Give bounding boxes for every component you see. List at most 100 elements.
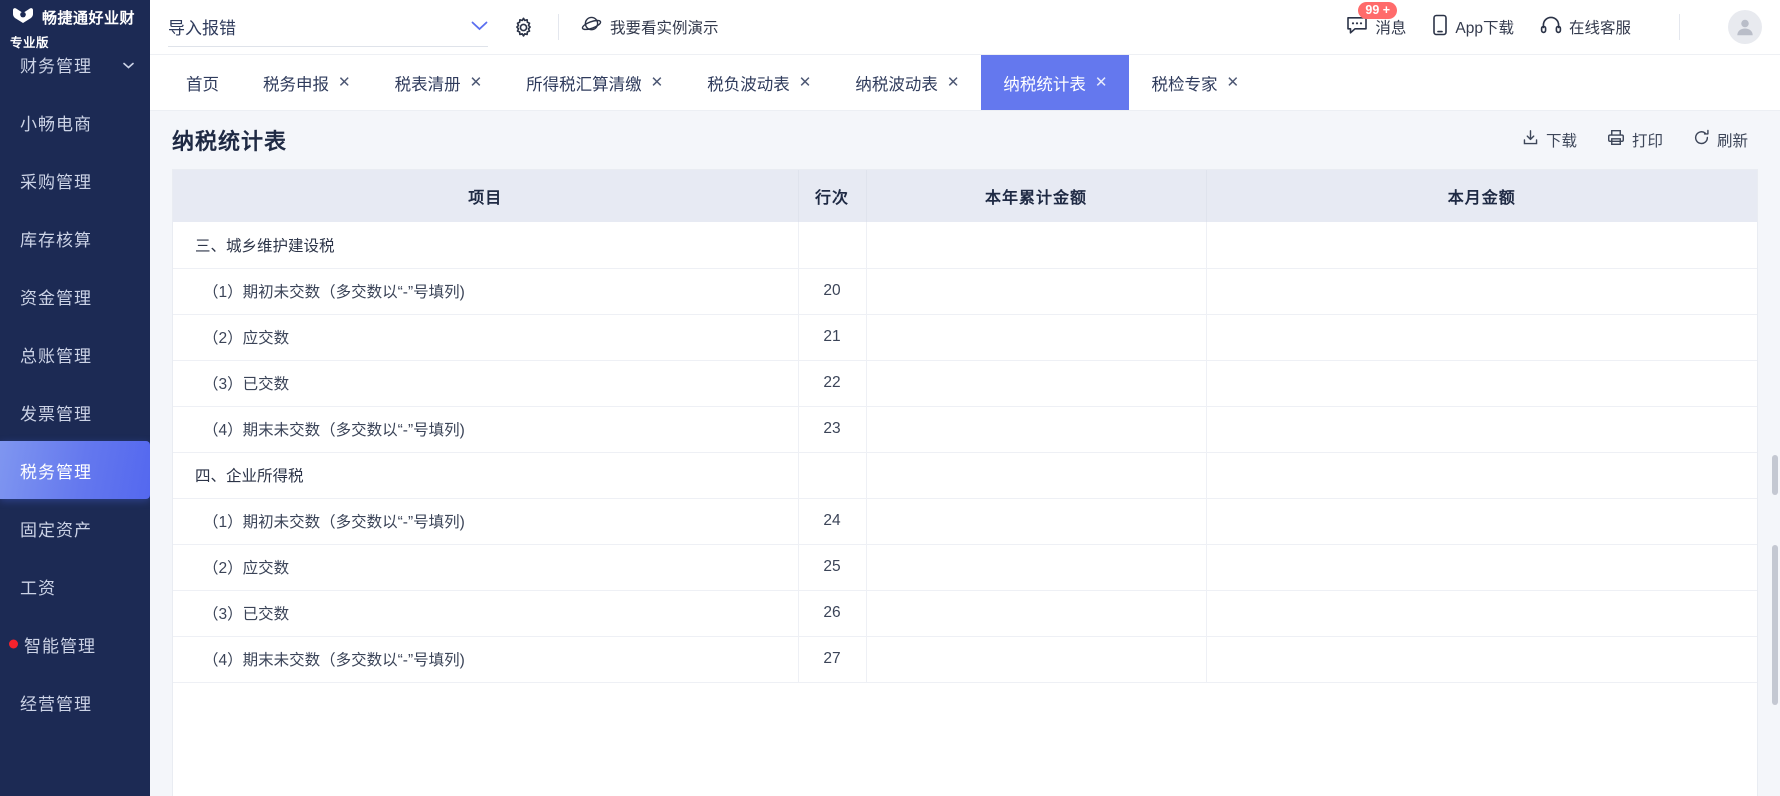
cell-mtd bbox=[1206, 636, 1757, 683]
content-area: 纳税统计表 下载 bbox=[150, 111, 1780, 796]
cell-line bbox=[798, 222, 867, 269]
sidebar-item-label: 资金管理 bbox=[20, 288, 92, 308]
tab-label: 税务申报 bbox=[263, 75, 329, 94]
tab-shuiwushenbao[interactable]: 税务申报 ✕ bbox=[241, 55, 373, 110]
gear-icon[interactable] bbox=[510, 14, 536, 40]
inner-scrollbar-thumb[interactable] bbox=[1772, 455, 1778, 495]
column-header-item: 项目 bbox=[173, 170, 799, 222]
planet-icon bbox=[581, 14, 602, 40]
table-row[interactable]: （2）应交数 21 bbox=[173, 314, 1757, 361]
topbar-right: 消息 99 + App下载 bbox=[1346, 1, 1762, 44]
cell-mtd bbox=[1206, 498, 1757, 545]
tab-nashuitongjibiao[interactable]: 纳税统计表 ✕ bbox=[981, 55, 1130, 110]
cell-item: 三、城乡维护建设税 bbox=[173, 222, 799, 269]
table-row[interactable]: （1）期初未交数（多交数以“-”号填列) 20 bbox=[173, 268, 1757, 315]
sidebar: 畅捷通好业财 专业版 财务管理 小畅电商 采购管理 库存核算 资金管理 bbox=[0, 0, 150, 796]
table-row[interactable]: （1）期初未交数（多交数以“-”号填列) 24 bbox=[173, 498, 1757, 545]
cell-ytd bbox=[866, 222, 1207, 269]
sidebar-item-shuiwuguanli[interactable]: 税务管理 bbox=[0, 441, 150, 499]
refresh-button[interactable]: 刷新 bbox=[1693, 129, 1748, 151]
cell-line: 21 bbox=[798, 314, 867, 361]
sidebar-item-label: 库存核算 bbox=[20, 230, 92, 250]
tab-label: 税负波动表 bbox=[707, 75, 790, 94]
sidebar-item-caigouguanli[interactable]: 采购管理 bbox=[0, 151, 150, 209]
table-row[interactable]: （3）已交数 26 bbox=[173, 590, 1757, 637]
sidebar-item-zijinguanli[interactable]: 资金管理 bbox=[0, 267, 150, 325]
cell-line: 24 bbox=[798, 498, 867, 545]
sidebar-item-label: 财务管理 bbox=[20, 56, 92, 76]
close-icon[interactable]: ✕ bbox=[946, 74, 960, 91]
cell-line: 27 bbox=[798, 636, 867, 683]
main-column: 导入报错 我要看实例演示 bbox=[150, 0, 1780, 796]
sidebar-item-xiaochangdianshang[interactable]: 小畅电商 bbox=[0, 93, 150, 151]
brand-row: 畅捷通好业财 bbox=[10, 5, 150, 31]
cell-item: （4）期末未交数（多交数以“-”号填列) bbox=[173, 406, 799, 453]
account-selector-value: 导入报错 bbox=[168, 19, 236, 38]
avatar[interactable] bbox=[1728, 10, 1762, 44]
download-button[interactable]: 下载 bbox=[1522, 129, 1577, 151]
sidebar-item-kucunhesuan[interactable]: 库存核算 bbox=[0, 209, 150, 267]
table-row[interactable]: 三、城乡维护建设税 bbox=[173, 222, 1757, 269]
cell-item: （2）应交数 bbox=[173, 544, 799, 591]
cell-mtd bbox=[1206, 314, 1757, 361]
message-bubble-icon bbox=[1346, 15, 1368, 40]
chevron-down-icon bbox=[123, 54, 134, 74]
tab-shuifubodongbiao[interactable]: 税负波动表 ✕ bbox=[685, 55, 833, 110]
close-icon[interactable]: ✕ bbox=[798, 74, 812, 91]
sidebar-item-caiwuguanli[interactable]: 财务管理 bbox=[0, 35, 150, 93]
close-icon[interactable]: ✕ bbox=[1226, 74, 1240, 91]
sidebar-item-jingyingguanli[interactable]: 经营管理 bbox=[0, 673, 150, 731]
tab-suodeshuihuisuanqingjiao[interactable]: 所得税汇算清缴 ✕ bbox=[504, 55, 685, 110]
column-header-line: 行次 bbox=[798, 170, 867, 222]
cell-ytd bbox=[866, 452, 1207, 499]
demo-link-label: 我要看实例演示 bbox=[610, 20, 719, 37]
tab-shuibiaoqingce[interactable]: 税表清册 ✕ bbox=[373, 55, 505, 110]
statistics-table: 项目 行次 本年累计金额 本月金额 三、城乡维护建设税 bbox=[173, 170, 1757, 683]
table-row[interactable]: （2）应交数 25 bbox=[173, 544, 1757, 591]
sidebar-item-gongzi[interactable]: 工资 bbox=[0, 557, 150, 615]
tab-label: 税表清册 bbox=[394, 75, 461, 94]
page-scrollbar-thumb[interactable] bbox=[1772, 545, 1778, 705]
demo-link[interactable]: 我要看实例演示 bbox=[581, 14, 719, 40]
cell-ytd bbox=[866, 590, 1207, 637]
brand-edition: 专业版 bbox=[10, 35, 50, 50]
online-service-button[interactable]: 在线客服 bbox=[1540, 15, 1631, 40]
chevron-down-icon bbox=[471, 18, 488, 35]
cell-ytd bbox=[866, 544, 1207, 591]
app-download-button[interactable]: App下载 bbox=[1432, 14, 1514, 41]
close-icon[interactable]: ✕ bbox=[1094, 74, 1108, 91]
messages-button[interactable]: 消息 99 + bbox=[1346, 1, 1407, 40]
tab-shuijianzhuanjia[interactable]: 税检专家 ✕ bbox=[1129, 55, 1261, 110]
sidebar-item-label: 采购管理 bbox=[20, 172, 92, 192]
tab-label: 纳税统计表 bbox=[1003, 75, 1086, 94]
close-icon[interactable]: ✕ bbox=[650, 74, 664, 91]
tab-shouye[interactable]: 首页 bbox=[164, 55, 241, 110]
brand: 畅捷通好业财 专业版 bbox=[0, 0, 150, 55]
cell-item: （1）期初未交数（多交数以“-”号填列) bbox=[173, 268, 799, 315]
cell-line bbox=[798, 452, 867, 499]
table-row[interactable]: （4）期末未交数（多交数以“-”号填列) 23 bbox=[173, 406, 1757, 453]
sidebar-item-label: 工资 bbox=[20, 578, 56, 598]
sidebar-item-zongzhangguanli[interactable]: 总账管理 bbox=[0, 325, 150, 383]
table-row[interactable]: 四、企业所得税 bbox=[173, 452, 1757, 499]
account-selector[interactable]: 导入报错 bbox=[168, 7, 488, 47]
sidebar-item-zhinengguanli[interactable]: 智能管理 bbox=[0, 615, 150, 673]
print-button[interactable]: 打印 bbox=[1607, 129, 1663, 151]
column-header-ytd: 本年累计金额 bbox=[866, 170, 1207, 222]
column-header-mtd: 本月金额 bbox=[1206, 170, 1757, 222]
online-service-label: 在线客服 bbox=[1568, 20, 1631, 37]
app-download-label: App下载 bbox=[1455, 20, 1514, 37]
close-icon[interactable]: ✕ bbox=[469, 74, 483, 91]
sidebar-item-gudingzichan[interactable]: 固定资产 bbox=[0, 499, 150, 557]
chanjet-logo-icon bbox=[10, 5, 36, 31]
table-head: 项目 行次 本年累计金额 本月金额 bbox=[173, 170, 1757, 222]
topbar: 导入报错 我要看实例演示 bbox=[150, 0, 1780, 55]
sidebar-item-fapiaoguanli[interactable]: 发票管理 bbox=[0, 383, 150, 441]
sidebar-item-label: 智能管理 bbox=[24, 636, 96, 656]
cell-line: 22 bbox=[798, 360, 867, 407]
table-row[interactable]: （4）期末未交数（多交数以“-”号填列) 27 bbox=[173, 636, 1757, 683]
tab-nashuibodongbiao[interactable]: 纳税波动表 ✕ bbox=[833, 55, 981, 110]
messages-label: 消息 bbox=[1375, 20, 1407, 37]
close-icon[interactable]: ✕ bbox=[338, 74, 351, 91]
table-row[interactable]: （3）已交数 22 bbox=[173, 360, 1757, 407]
